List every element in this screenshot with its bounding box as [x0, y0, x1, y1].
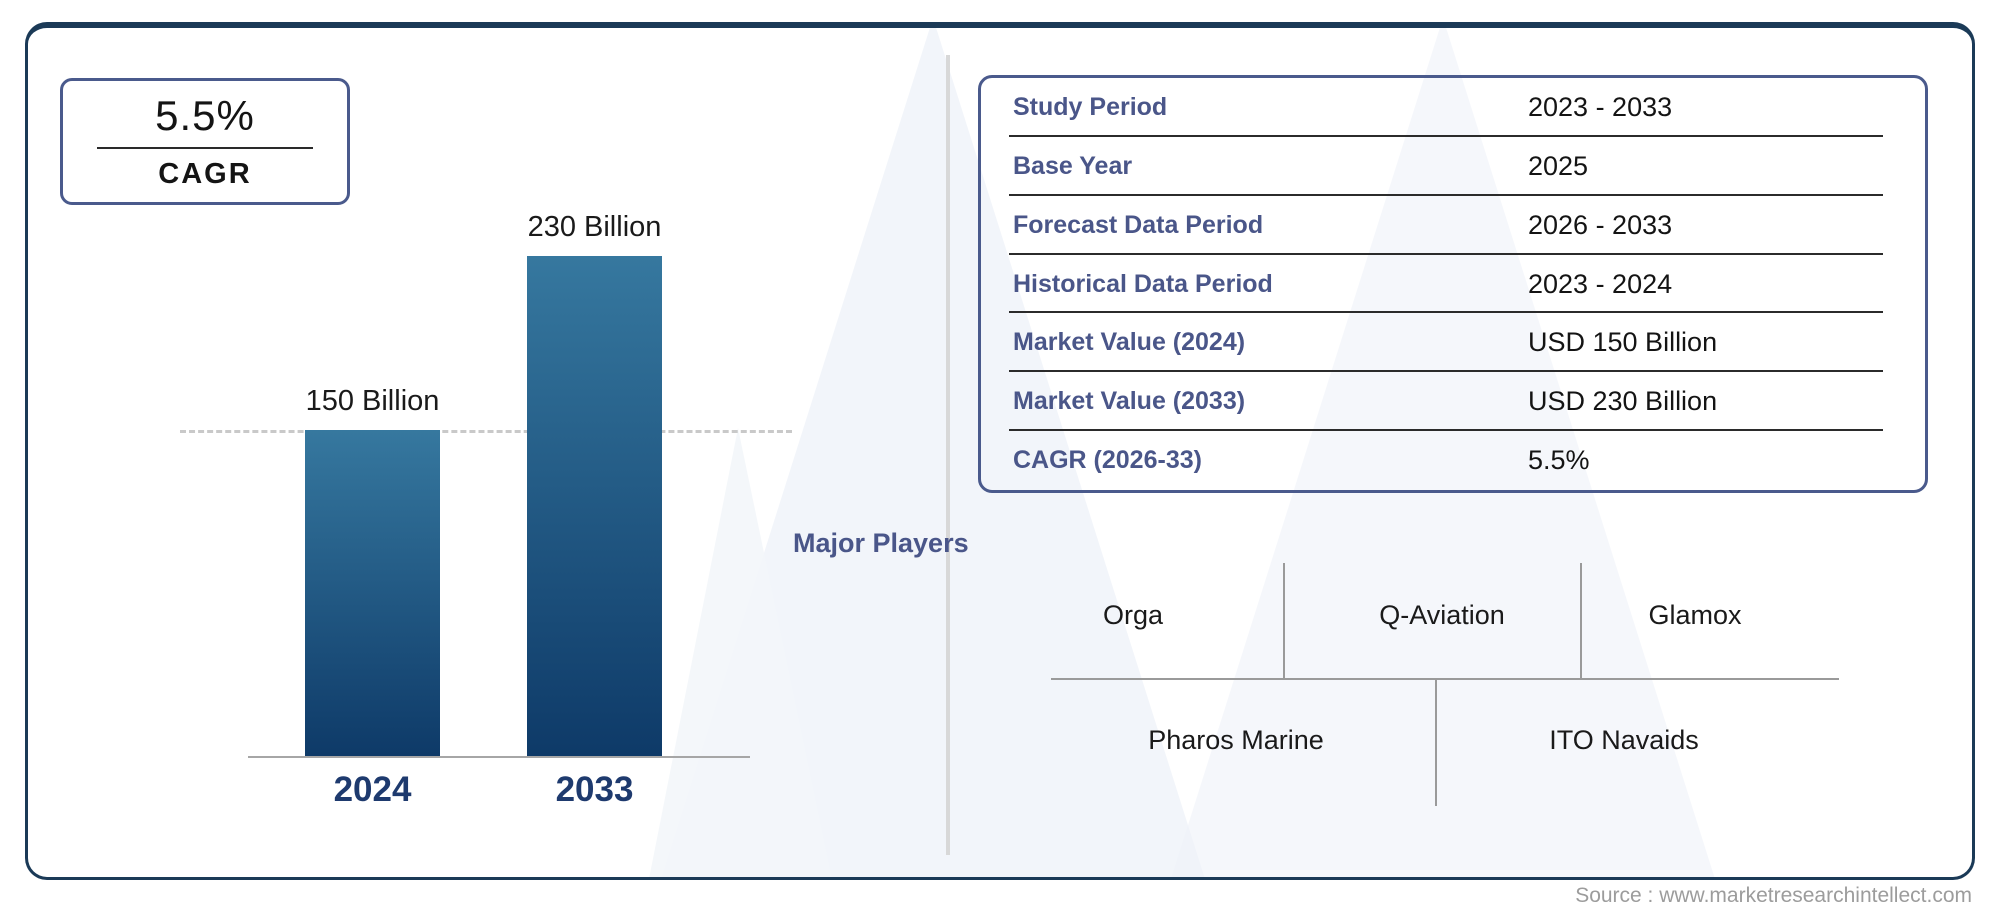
- table-row: Base Year 2025: [981, 137, 1925, 196]
- table-row-label: Forecast Data Period: [1013, 210, 1264, 239]
- table-row-label: CAGR (2026-33): [1013, 446, 1202, 475]
- table-row-value: 2023 - 2024: [1528, 268, 1673, 299]
- bar-value-label-2024: 150 Billion: [305, 385, 440, 417]
- player-glamox: Glamox: [1648, 600, 1742, 630]
- table-row-value: USD 150 Billion: [1528, 327, 1718, 358]
- players-divider-2: [1580, 563, 1582, 678]
- player-orga: Orga: [1102, 600, 1164, 630]
- table-row: CAGR (2026-33) 5.5%: [981, 431, 1925, 490]
- table-row-label: Study Period: [1013, 92, 1168, 121]
- table-row: Forecast Data Period 2026 - 2033: [981, 196, 1925, 255]
- bar-value-label-2033: 230 Billion: [527, 211, 662, 243]
- table-row-value: 5.5%: [1528, 445, 1590, 476]
- table-row-label: Historical Data Period: [1013, 269, 1273, 298]
- table-row: Study Period 2023 - 2033: [981, 78, 1925, 137]
- table-row: Historical Data Period 2023 - 2024: [981, 255, 1925, 314]
- reference-dashed-line: [180, 430, 792, 433]
- players-divider-1: [1283, 563, 1285, 678]
- cagr-badge-label: CAGR: [158, 158, 252, 190]
- bar-2033: [527, 256, 662, 756]
- table-row: Market Value (2033) USD 230 Billion: [981, 372, 1925, 432]
- x-axis-tick-2033: 2033: [555, 770, 634, 809]
- player-ito-navaids: ITO Navaids: [1549, 725, 1699, 755]
- players-divider-3: [1435, 678, 1437, 806]
- table-row-value: 2026 - 2033: [1528, 209, 1673, 240]
- bar-group-2033: 230 Billion: [527, 211, 662, 756]
- table-row-value: 2025: [1528, 150, 1589, 181]
- cagr-badge-divider: [97, 147, 313, 149]
- player-q-aviation: Q-Aviation: [1379, 600, 1505, 630]
- table-row-label: Market Value (2033): [1013, 387, 1246, 416]
- table-row-label: Market Value (2024): [1013, 328, 1246, 357]
- panel-divider: [946, 55, 950, 855]
- cagr-badge-value: 5.5%: [155, 92, 255, 139]
- table-row-value: USD 230 Billion: [1528, 386, 1718, 417]
- source-caption: Source : www.marketresearchintellect.com: [1575, 884, 1972, 907]
- major-players-heading: Major Players: [793, 528, 969, 558]
- table-row: Market Value (2024) USD 150 Billion: [981, 313, 1925, 373]
- study-info-table: Study Period 2023 - 2033 Base Year 2025 …: [978, 75, 1928, 493]
- report-card-frame: 5.5% CAGR 150 Billion 230 Billion 2024 2…: [25, 22, 1975, 880]
- table-row-value: 2023 - 2033: [1528, 91, 1673, 122]
- players-horizontal-line: [1051, 678, 1839, 680]
- x-axis-tick-2024: 2024: [333, 770, 412, 809]
- x-axis-line: [248, 756, 750, 758]
- table-row-label: Base Year: [1013, 151, 1133, 180]
- bar-2024: [305, 430, 440, 756]
- player-pharos-marine: Pharos Marine: [1148, 725, 1324, 755]
- bar-group-2024: 150 Billion: [305, 385, 440, 756]
- cagr-badge: 5.5% CAGR: [60, 78, 350, 205]
